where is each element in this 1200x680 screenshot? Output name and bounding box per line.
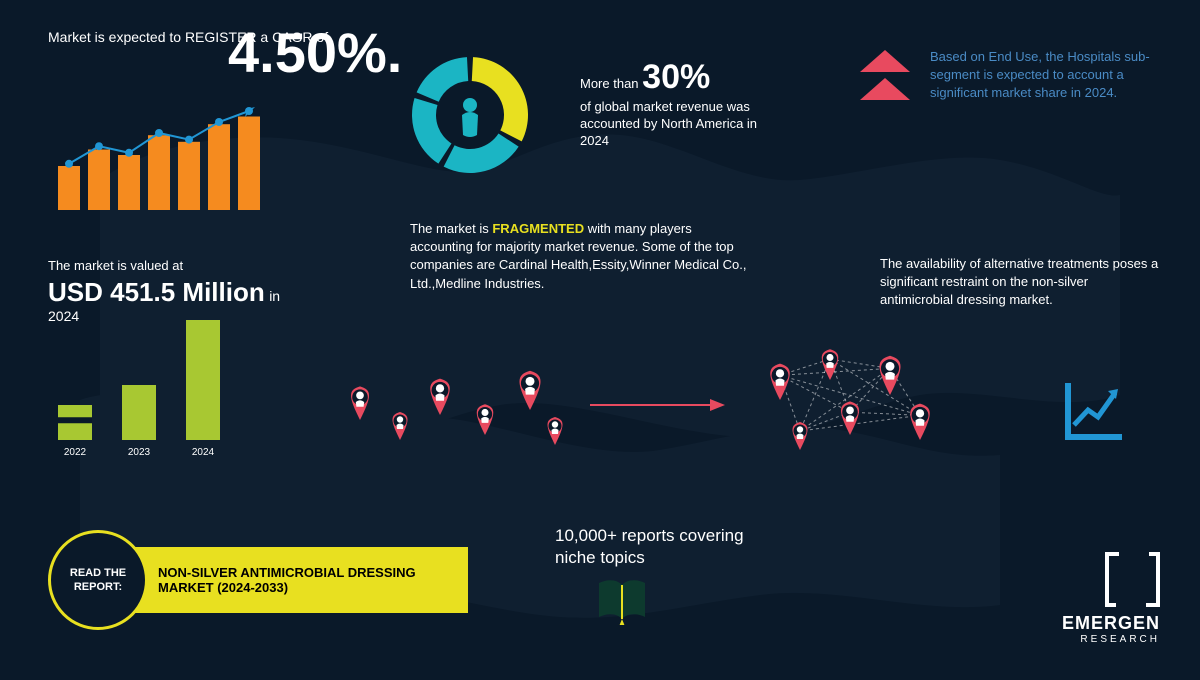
svg-text:2023: 2023 <box>128 447 151 458</box>
alternative-treatments-text: The availability of alternative treatmen… <box>880 255 1160 310</box>
market-value-bar-chart: 202220232024 <box>48 310 288 450</box>
brand-logo: EMERGEN RESEARCH <box>1062 552 1160 645</box>
donut-chart <box>400 45 540 190</box>
frag-pre: The market is <box>410 221 492 236</box>
map-pins-left <box>330 350 580 465</box>
donut-pre: More than <box>580 76 642 91</box>
svg-text:2022: 2022 <box>64 447 87 458</box>
book-icon <box>595 577 775 630</box>
donut-text: More than 30% of global market revenue w… <box>580 55 780 150</box>
svg-text:2024: 2024 <box>192 447 215 458</box>
donut-big: 30% <box>642 58 710 96</box>
arrow-right-icon <box>590 395 730 420</box>
cagr-block: Market is expected to REGISTER a CAGR of… <box>48 28 378 48</box>
reports-text: 10,000+ reports covering niche topics <box>555 525 775 569</box>
donut-rest: of global market revenue was accounted b… <box>580 99 780 150</box>
cta-block: READ THE REPORT: NON-SILVER ANTIMICROBIA… <box>48 530 468 630</box>
logo-icon <box>1105 552 1160 607</box>
cta-circle[interactable]: READ THE REPORT: <box>48 530 148 630</box>
valued-label: The market is valued at <box>48 258 308 273</box>
frag-highlight: FRAGMENTED <box>492 221 584 236</box>
cta-banner[interactable]: NON-SILVER ANTIMICROBIAL DRESSING MARKET… <box>118 547 468 613</box>
fragmented-text: The market is FRAGMENTED with many playe… <box>410 220 750 293</box>
chevron-text: Based on End Use, the Hospitals sub-segm… <box>930 48 1170 103</box>
logo-sub: RESEARCH <box>1062 634 1160 645</box>
reports-block: 10,000+ reports covering niche topics <box>555 525 775 630</box>
chevron-up-icon <box>855 50 915 125</box>
cagr-value: 4.50%. <box>228 20 402 85</box>
map-pins-right <box>740 340 960 475</box>
logo-brand: EMERGEN <box>1062 613 1160 634</box>
growth-chart-icon <box>1060 375 1130 450</box>
bar-line-chart <box>48 80 308 210</box>
valued-number: USD 451.5 Million <box>48 277 265 307</box>
